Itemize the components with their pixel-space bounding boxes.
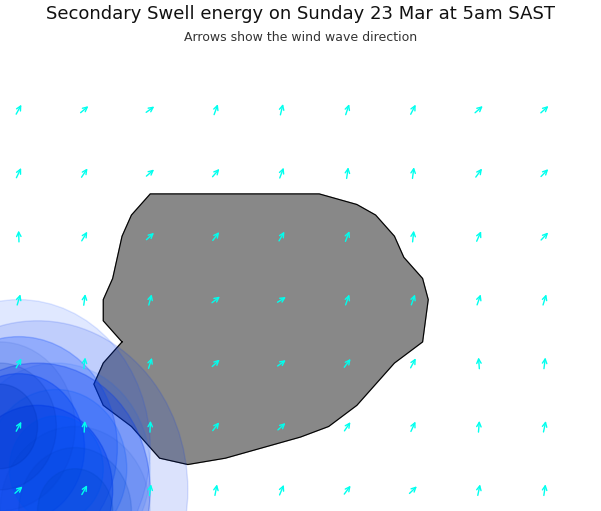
Circle shape xyxy=(0,299,150,511)
Circle shape xyxy=(0,337,117,511)
Circle shape xyxy=(0,363,56,490)
Text: Arrows show the wind wave direction: Arrows show the wind wave direction xyxy=(184,31,417,44)
Circle shape xyxy=(0,384,37,469)
Circle shape xyxy=(10,416,103,511)
Circle shape xyxy=(0,427,150,511)
Circle shape xyxy=(19,448,132,511)
Circle shape xyxy=(0,321,188,511)
Circle shape xyxy=(0,405,113,511)
Text: Secondary Swell energy on Sunday 23 Mar at 5am SAST: Secondary Swell energy on Sunday 23 Mar … xyxy=(46,5,555,23)
Circle shape xyxy=(0,342,75,511)
Circle shape xyxy=(37,469,113,511)
Circle shape xyxy=(0,389,127,511)
Circle shape xyxy=(0,363,150,511)
Polygon shape xyxy=(94,194,428,464)
Circle shape xyxy=(0,363,150,511)
Circle shape xyxy=(0,374,85,511)
